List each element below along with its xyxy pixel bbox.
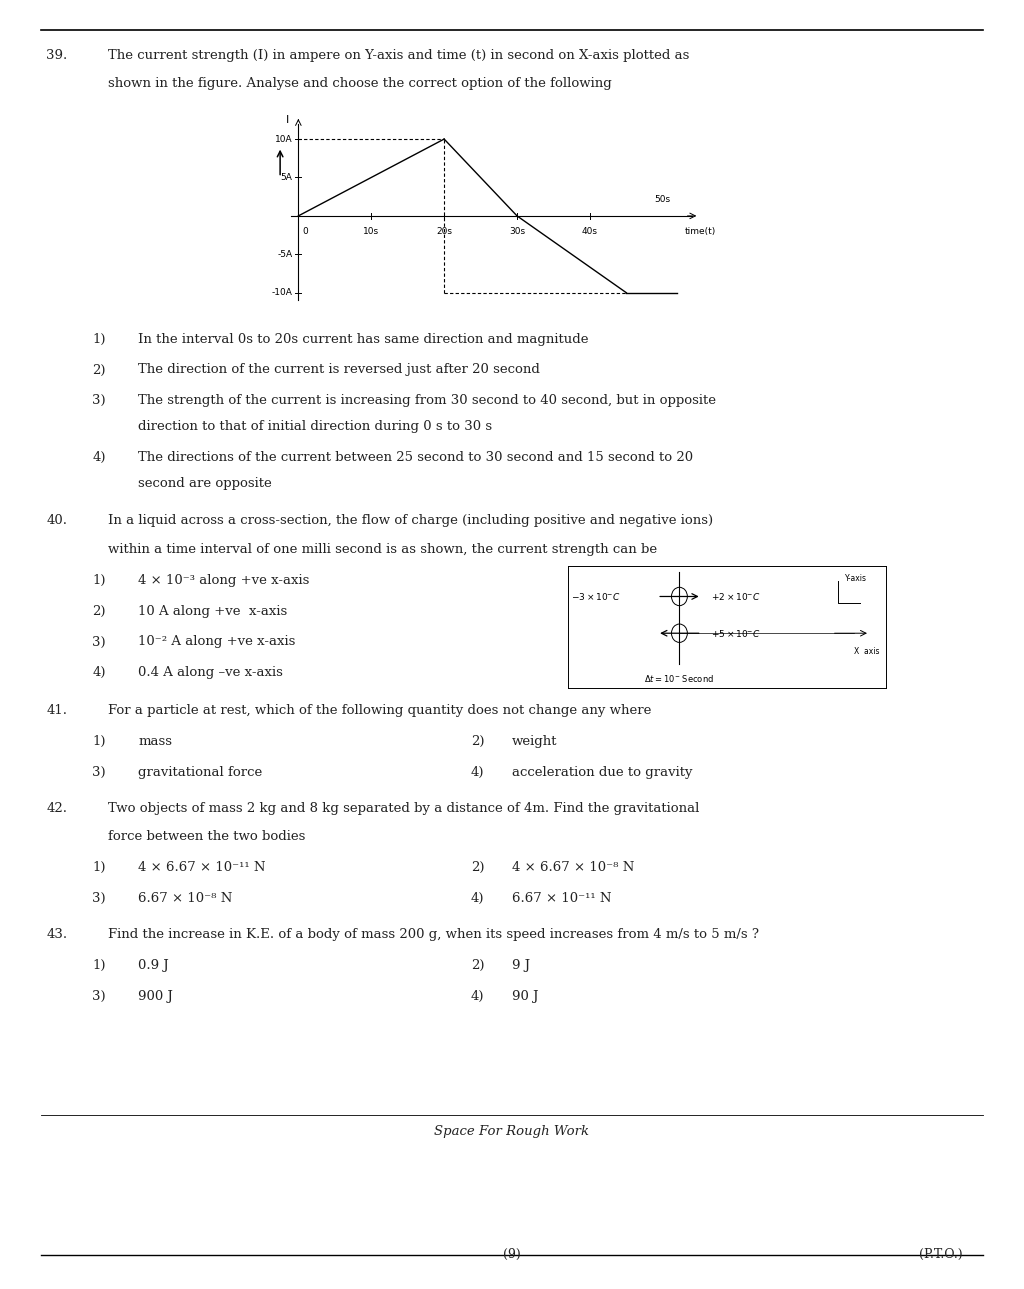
Text: The current strength (I) in ampere on Y-axis and time (t) in second on X-axis pl: The current strength (I) in ampere on Y-…: [108, 49, 689, 62]
Text: Find the increase in K.E. of a body of mass 200 g, when its speed increases from: Find the increase in K.E. of a body of m…: [108, 928, 759, 941]
Text: 4): 4): [92, 451, 105, 464]
Text: 1): 1): [92, 959, 105, 972]
Text: -10A: -10A: [271, 289, 293, 298]
Text: I: I: [287, 115, 290, 125]
Text: time(t): time(t): [685, 227, 716, 236]
Text: Y-axis: Y-axis: [845, 574, 866, 583]
Text: 10 A along +ve  x-axis: 10 A along +ve x-axis: [138, 605, 288, 617]
Text: 30s: 30s: [509, 227, 525, 236]
Text: X  axis: X axis: [854, 647, 880, 656]
Text: 4 × 10⁻³ along +ve x-axis: 4 × 10⁻³ along +ve x-axis: [138, 574, 309, 586]
Text: 10s: 10s: [364, 227, 379, 236]
Text: Two objects of mass 2 kg and 8 kg separated by a distance of 4m. Find the gravit: Two objects of mass 2 kg and 8 kg separa…: [108, 802, 699, 815]
Text: 4): 4): [92, 666, 105, 679]
Text: 5A: 5A: [281, 173, 293, 182]
Text: 10⁻² A along +ve x-axis: 10⁻² A along +ve x-axis: [138, 635, 296, 648]
Text: The strength of the current is increasing from 30 second to 40 second, but in op: The strength of the current is increasin…: [138, 394, 716, 407]
Text: 900 J: 900 J: [138, 990, 173, 1003]
Text: 2): 2): [471, 959, 484, 972]
Text: 4): 4): [471, 766, 484, 779]
Text: within a time interval of one milli second is as shown, the current strength can: within a time interval of one milli seco…: [108, 543, 656, 556]
Text: 40s: 40s: [582, 227, 598, 236]
Text: 4 × 6.67 × 10⁻¹¹ N: 4 × 6.67 × 10⁻¹¹ N: [138, 861, 266, 874]
Text: $-3\times10^{-}C$: $-3\times10^{-}C$: [571, 590, 622, 602]
Text: 2): 2): [92, 605, 105, 617]
Text: second are opposite: second are opposite: [138, 477, 272, 490]
Text: 4 × 6.67 × 10⁻⁸ N: 4 × 6.67 × 10⁻⁸ N: [512, 861, 635, 874]
Text: 3): 3): [92, 766, 105, 779]
Text: -5A: -5A: [278, 250, 293, 259]
Text: 43.: 43.: [46, 928, 68, 941]
Text: mass: mass: [138, 735, 172, 748]
Text: In the interval 0s to 20s current has same direction and magnitude: In the interval 0s to 20s current has sa…: [138, 333, 589, 345]
Text: shown in the figure. Analyse and choose the correct option of the following: shown in the figure. Analyse and choose …: [108, 77, 611, 90]
Text: force between the two bodies: force between the two bodies: [108, 830, 305, 843]
Text: 1): 1): [92, 861, 105, 874]
Text: direction to that of initial direction during 0 s to 30 s: direction to that of initial direction d…: [138, 420, 493, 433]
Text: 20s: 20s: [436, 227, 453, 236]
Text: gravitational force: gravitational force: [138, 766, 262, 779]
Text: 40.: 40.: [46, 514, 68, 527]
Text: (P.T.O.): (P.T.O.): [919, 1248, 963, 1261]
Text: 41.: 41.: [46, 704, 68, 717]
Text: 2): 2): [92, 363, 105, 376]
Text: $\Delta t=10^{-}$ Second: $\Delta t=10^{-}$ Second: [644, 673, 715, 683]
Text: $+5\times10^{-}C$: $+5\times10^{-}C$: [711, 628, 761, 639]
Text: 1): 1): [92, 333, 105, 345]
Text: Space For Rough Work: Space For Rough Work: [434, 1125, 590, 1138]
Text: 50s: 50s: [654, 196, 671, 205]
Text: 90 J: 90 J: [512, 990, 539, 1003]
Text: 0: 0: [302, 227, 308, 236]
Text: acceleration due to gravity: acceleration due to gravity: [512, 766, 692, 779]
Text: 3): 3): [92, 990, 105, 1003]
Text: 4): 4): [471, 990, 484, 1003]
Text: 1): 1): [92, 735, 105, 748]
Text: 42.: 42.: [46, 802, 68, 815]
Text: The directions of the current between 25 second to 30 second and 15 second to 20: The directions of the current between 25…: [138, 451, 693, 464]
Text: 6.67 × 10⁻⁸ N: 6.67 × 10⁻⁸ N: [138, 892, 232, 905]
Text: weight: weight: [512, 735, 557, 748]
Text: 3): 3): [92, 635, 105, 648]
Text: 1): 1): [92, 574, 105, 586]
Text: 0.9 J: 0.9 J: [138, 959, 169, 972]
Text: 6.67 × 10⁻¹¹ N: 6.67 × 10⁻¹¹ N: [512, 892, 611, 905]
Text: The direction of the current is reversed just after 20 second: The direction of the current is reversed…: [138, 363, 540, 376]
Text: 0.4 A along –ve x-axis: 0.4 A along –ve x-axis: [138, 666, 283, 679]
Text: For a particle at rest, which of the following quantity does not change any wher: For a particle at rest, which of the fol…: [108, 704, 651, 717]
Text: 39.: 39.: [46, 49, 68, 62]
Text: 10A: 10A: [274, 134, 293, 143]
Text: 3): 3): [92, 892, 105, 905]
Text: 2): 2): [471, 861, 484, 874]
Text: In a liquid across a cross-section, the flow of charge (including positive and n: In a liquid across a cross-section, the …: [108, 514, 713, 527]
Text: (9): (9): [503, 1248, 521, 1261]
Text: 9 J: 9 J: [512, 959, 530, 972]
Text: $+2\times10^{-}C$: $+2\times10^{-}C$: [711, 590, 761, 602]
Text: 4): 4): [471, 892, 484, 905]
Text: 3): 3): [92, 394, 105, 407]
Text: 2): 2): [471, 735, 484, 748]
